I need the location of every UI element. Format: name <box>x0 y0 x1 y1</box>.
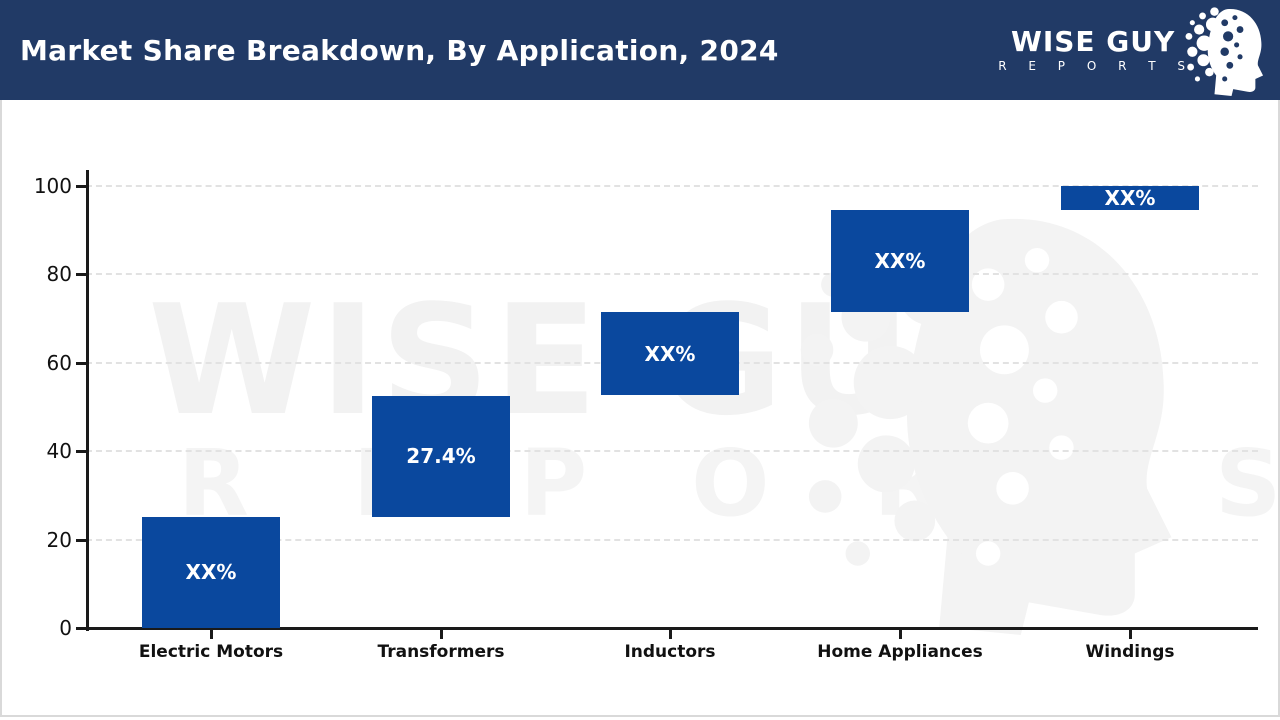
bar-value-label: XX% <box>644 341 696 366</box>
header-bar: Market Share Breakdown, By Application, … <box>0 0 1280 100</box>
wiseguy-logo-head-icon <box>1185 7 1264 96</box>
bar-segment: 27.4% <box>372 395 510 517</box>
page-title: Market Share Breakdown, By Application, … <box>20 33 779 67</box>
y-axis-tick-label: 20 <box>46 527 72 552</box>
wiseguy-logo-text: WISE GUY R E P O R T S <box>992 25 1194 73</box>
y-axis-tick <box>76 273 86 277</box>
bar-segment: XX% <box>142 516 280 628</box>
bar-value-label: XX% <box>874 248 926 273</box>
y-axis-tick <box>76 627 86 630</box>
bar-value-label: XX% <box>185 560 237 585</box>
bar-segment: XX% <box>601 311 739 396</box>
y-gridline <box>86 185 1258 187</box>
bar-value-label: XX% <box>1104 185 1156 210</box>
y-axis-tick <box>76 361 86 365</box>
y-axis-tick <box>76 185 86 188</box>
x-axis-tick <box>669 630 672 639</box>
wiseguy-logo: WISE GUY R E P O R T S <box>992 0 1266 100</box>
wiseguy-logo-wordmark: WISE GUY <box>1010 25 1176 58</box>
y-axis-tick-label: 40 <box>46 439 72 464</box>
x-axis-tick <box>1129 630 1132 639</box>
x-axis-line <box>86 627 1258 630</box>
y-gridline <box>86 538 1258 541</box>
bar-segment: XX% <box>1061 186 1199 210</box>
y-axis-tick-label: 0 <box>59 616 72 640</box>
x-axis-tick <box>440 630 443 639</box>
x-axis-tick <box>899 630 902 639</box>
x-axis-category-label: Home Appliances <box>817 642 983 662</box>
y-gridline <box>86 273 1258 276</box>
y-axis-tick <box>76 538 86 542</box>
x-axis-category-label: Electric Motors <box>138 642 284 662</box>
y-gridline <box>86 450 1258 453</box>
x-axis-category-label: Windings <box>1085 642 1175 662</box>
bar-segment: XX% <box>831 209 969 312</box>
y-axis-tick <box>76 450 86 454</box>
x-axis-tick <box>210 630 213 639</box>
wiseguy-logo-subtitle: R E P O R T S <box>998 59 1194 73</box>
bar-value-label: 27.4% <box>406 444 476 469</box>
y-axis-tick-label: 60 <box>46 350 72 375</box>
y-axis-tick-label: 100 <box>33 174 72 198</box>
y-axis-tick-label: 80 <box>46 262 72 287</box>
x-axis-category-label: Transformers <box>377 642 505 662</box>
x-axis-category-label: Inductors <box>624 642 716 662</box>
watermark-head-icon <box>800 211 1172 635</box>
y-axis-line <box>86 170 89 631</box>
